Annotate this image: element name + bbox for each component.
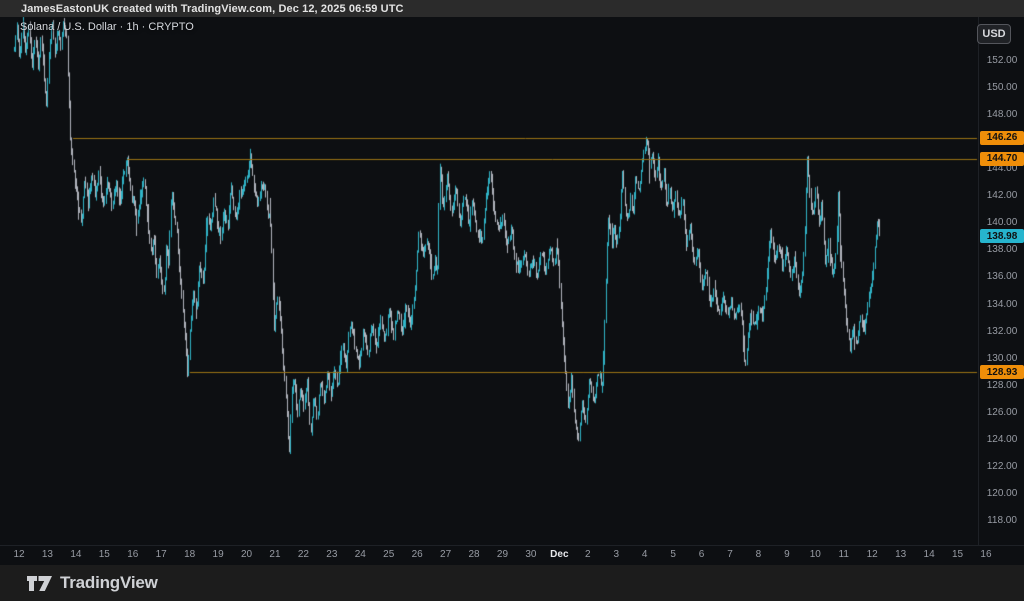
time-tick-label: 11 xyxy=(838,549,849,560)
price-tick-label: 120.00 xyxy=(986,487,1018,499)
price-axis-badge: 146.26 xyxy=(980,130,1024,145)
time-tick-label: 13 xyxy=(895,549,907,560)
tradingview-logo[interactable]: TradingView xyxy=(27,573,158,593)
price-axis-badge: 144.70 xyxy=(980,151,1024,166)
price-tick-label: 142.00 xyxy=(986,190,1018,202)
time-tick-label: 30 xyxy=(525,549,537,560)
time-tick-label: 25 xyxy=(383,549,395,560)
time-tick-label: 19 xyxy=(212,549,224,560)
time-tick-label: 14 xyxy=(70,549,82,560)
time-tick-label: 15 xyxy=(951,549,964,560)
price-tick-label: 132.00 xyxy=(986,325,1018,337)
price-tick-label: 136.00 xyxy=(986,271,1018,283)
price-tick-label: 128.00 xyxy=(986,379,1018,391)
time-tick-label: 12 xyxy=(13,549,25,560)
time-tick-label: 17 xyxy=(155,549,167,560)
time-tick-label: 22 xyxy=(297,549,309,560)
time-tick-label: 4 xyxy=(641,549,648,560)
tradingview-logo-icon xyxy=(27,576,52,591)
attribution-bar: JamesEastonUK created with TradingView.c… xyxy=(0,0,1024,17)
price-tick-label: 144.00 xyxy=(986,163,1018,175)
time-tick-label: 8 xyxy=(755,549,762,560)
price-tick-label: 140.00 xyxy=(986,217,1018,229)
price-tick-label: 122.00 xyxy=(986,460,1018,472)
price-axis[interactable]: 152.00 150.00 148.00 144.00 142.00 140.00 138.… xyxy=(978,17,1024,545)
price-axis-badge: 138.98 xyxy=(980,229,1024,244)
price-tick-label: 124.00 xyxy=(986,433,1018,445)
price-axis-badge: 128.93 xyxy=(980,365,1024,380)
price-tick-label: 152.00 xyxy=(986,55,1018,66)
time-axis[interactable]: 12 13 14 15 16 17 18 19 20 21 22 23 24 25 26 27 28 29 30 De… xyxy=(0,545,1024,566)
time-tick-label: 12 xyxy=(866,549,878,560)
price-tick-label: 126.00 xyxy=(986,406,1018,418)
time-tick-label: 20 xyxy=(240,549,253,560)
time-tick-label: 9 xyxy=(784,549,790,560)
time-tick-label: 2 xyxy=(585,549,591,560)
time-tick-label: 16 xyxy=(980,549,992,560)
footer-bar: TradingView xyxy=(0,565,1024,601)
symbol-legend[interactable]: Solana / U.S. Dollar · 1h · CRYPTO xyxy=(20,21,194,33)
price-tick-label: 150.00 xyxy=(986,82,1018,94)
time-tick-label: 7 xyxy=(727,549,733,560)
time-tick-label: 6 xyxy=(698,549,705,560)
time-tick-label: 13 xyxy=(41,549,53,560)
currency-toggle-button[interactable]: USD xyxy=(977,24,1011,44)
time-tick-label: 15 xyxy=(98,549,110,560)
price-tick-label: 134.00 xyxy=(986,298,1018,310)
price-tick-label: 148.00 xyxy=(986,109,1018,121)
price-tick-label: 130.00 xyxy=(986,352,1018,364)
time-tick-label: Dec xyxy=(550,549,569,560)
time-tick-label: 3 xyxy=(613,549,620,560)
time-tick-label: 10 xyxy=(809,549,821,560)
time-tick-label: 29 xyxy=(496,549,509,560)
price-tick-label: 138.00 xyxy=(986,244,1018,256)
time-tick-label: 24 xyxy=(354,549,366,560)
time-tick-label: 16 xyxy=(127,549,139,560)
time-tick-label: 28 xyxy=(468,549,480,560)
tradingview-logo-text: TradingView xyxy=(60,573,158,592)
price-tick-label: 118.00 xyxy=(987,514,1017,526)
time-tick-label: 5 xyxy=(670,549,676,560)
time-tick-label: 18 xyxy=(184,549,196,560)
attribution-text: JamesEastonUK created with TradingView.c… xyxy=(21,2,404,15)
time-tick-label: 27 xyxy=(440,549,452,560)
time-tick-label: 26 xyxy=(411,549,423,560)
time-tick-label: 23 xyxy=(326,549,338,560)
time-tick-label: 14 xyxy=(923,549,935,560)
time-tick-label: 21 xyxy=(269,549,281,560)
